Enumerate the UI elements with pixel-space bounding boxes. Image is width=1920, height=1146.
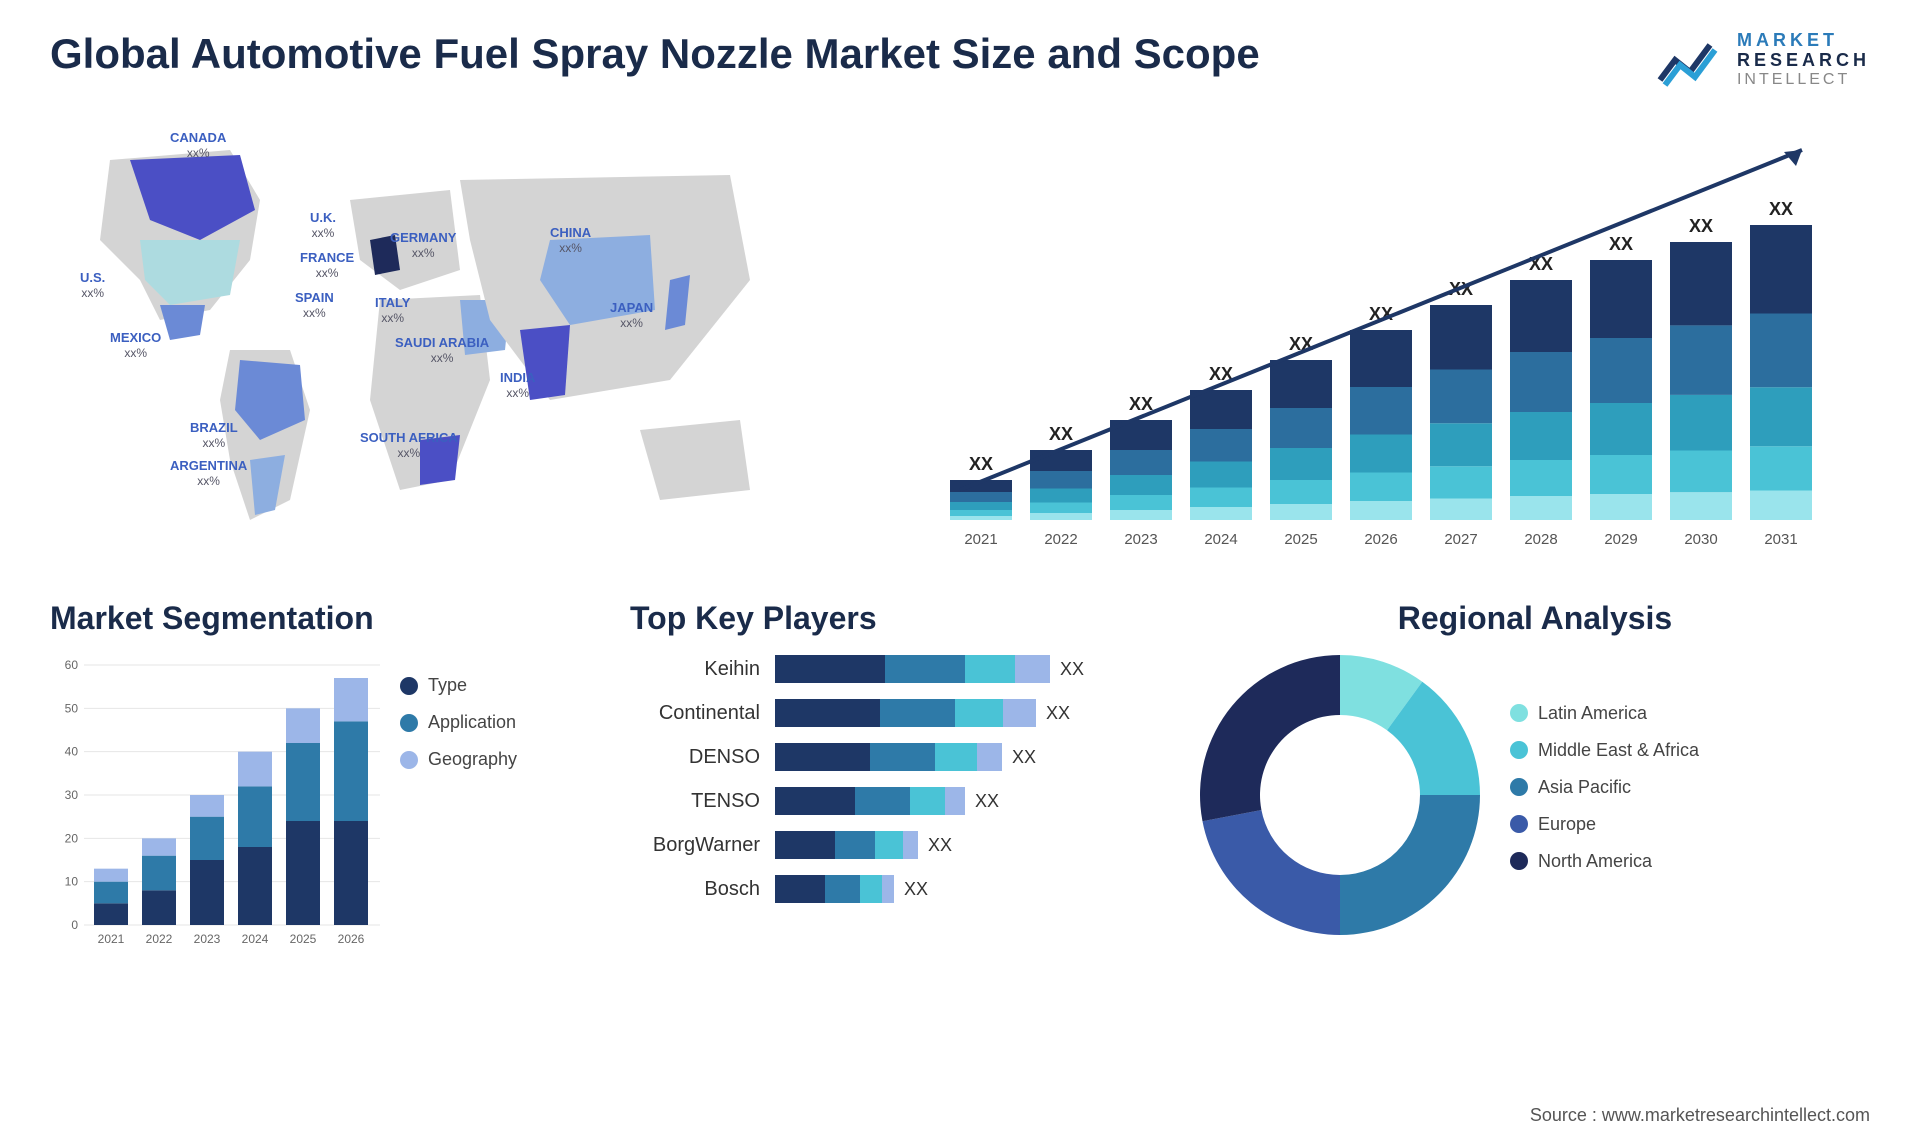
- svg-text:XX: XX: [1609, 234, 1633, 254]
- map-label-saudi-arabia: SAUDI ARABIAxx%: [395, 335, 489, 365]
- svg-text:20: 20: [65, 831, 79, 845]
- player-name: DENSO: [630, 746, 760, 769]
- region-legend-asia-pacific: Asia Pacific: [1510, 777, 1870, 798]
- player-value: XX: [928, 835, 952, 856]
- segmentation-title: Market Segmentation: [50, 600, 580, 637]
- map-label-brazil: BRAZILxx%: [190, 420, 238, 450]
- svg-text:XX: XX: [969, 454, 993, 474]
- map-label-argentina: ARGENTINAxx%: [170, 458, 247, 488]
- svg-text:2023: 2023: [194, 932, 221, 946]
- svg-text:2030: 2030: [1684, 531, 1717, 548]
- world-map: CANADAxx% U.S.xx% MEXICOxx% BRAZILxx% ARGENT…: [50, 120, 870, 560]
- svg-text:50: 50: [65, 701, 79, 715]
- svg-text:XX: XX: [1689, 216, 1713, 236]
- svg-text:2029: 2029: [1604, 531, 1637, 548]
- svg-text:0: 0: [71, 918, 78, 932]
- logo-line3: INTELLECT: [1737, 71, 1870, 89]
- map-label-spain: SPAINxx%: [295, 290, 334, 320]
- region-legend-north-america: North America: [1510, 851, 1870, 872]
- player-value: XX: [975, 791, 999, 812]
- map-label-india: INDIAxx%: [500, 370, 535, 400]
- svg-text:40: 40: [65, 745, 79, 759]
- player-row-bosch: Bosch XX: [630, 875, 1150, 903]
- player-value: XX: [904, 879, 928, 900]
- player-name: Keihin: [630, 658, 760, 681]
- logo-mark-icon: [1655, 30, 1725, 90]
- player-name: Bosch: [630, 878, 760, 901]
- svg-text:2026: 2026: [338, 932, 365, 946]
- svg-text:XX: XX: [1129, 394, 1153, 414]
- svg-text:2021: 2021: [964, 531, 997, 548]
- map-label-canada: CANADAxx%: [170, 130, 226, 160]
- map-label-japan: JAPANxx%: [610, 300, 653, 330]
- player-row-denso: DENSO XX: [630, 743, 1150, 771]
- player-row-continental: Continental XX: [630, 699, 1150, 727]
- svg-text:XX: XX: [1769, 199, 1793, 219]
- brand-logo: MARKET RESEARCH INTELLECT: [1655, 30, 1870, 90]
- svg-text:2026: 2026: [1364, 531, 1397, 548]
- player-row-borgwarner: BorgWarner XX: [630, 831, 1150, 859]
- svg-text:2027: 2027: [1444, 531, 1477, 548]
- player-name: BorgWarner: [630, 834, 760, 857]
- map-label-france: FRANCExx%: [300, 250, 354, 280]
- segmentation-legend: Type Application Geography: [400, 655, 580, 786]
- main-forecast-chart: 2021 XX 2022 XX 2023 XX 2024 XX 2025 XX 2026 XX 2027…: [930, 120, 1870, 560]
- logo-line2: RESEARCH: [1737, 51, 1870, 71]
- svg-text:2025: 2025: [290, 932, 317, 946]
- map-label-u-k-: U.K.xx%: [310, 210, 336, 240]
- logo-line1: MARKET: [1737, 31, 1870, 51]
- svg-text:2023: 2023: [1124, 531, 1157, 548]
- player-name: TENSO: [630, 790, 760, 813]
- svg-text:2025: 2025: [1284, 531, 1317, 548]
- svg-text:XX: XX: [1049, 424, 1073, 444]
- player-row-keihin: Keihin XX: [630, 655, 1150, 683]
- region-legend-middle-east-africa: Middle East & Africa: [1510, 740, 1870, 761]
- svg-text:2024: 2024: [1204, 531, 1237, 548]
- map-label-mexico: MEXICOxx%: [110, 330, 161, 360]
- regional-title: Regional Analysis: [1200, 600, 1870, 637]
- region-legend-europe: Europe: [1510, 814, 1870, 835]
- players-list: KeihinXXContinentalXXDENSOXXTENSOXXBorgW…: [630, 655, 1150, 903]
- svg-text:10: 10: [65, 875, 79, 889]
- svg-text:2022: 2022: [146, 932, 173, 946]
- segmentation-chart: 0 10 20 30 40 50 60 2021 2022 2023 2024 2025 2026: [50, 655, 380, 955]
- svg-text:2022: 2022: [1044, 531, 1077, 548]
- svg-text:2021: 2021: [98, 932, 125, 946]
- svg-text:60: 60: [65, 658, 79, 672]
- map-label-u-s-: U.S.xx%: [80, 270, 105, 300]
- player-value: XX: [1046, 703, 1070, 724]
- seg-legend-type: Type: [400, 675, 580, 696]
- region-legend-latin-america: Latin America: [1510, 703, 1870, 724]
- map-label-china: CHINAxx%: [550, 225, 591, 255]
- page-title: Global Automotive Fuel Spray Nozzle Mark…: [50, 30, 1260, 78]
- map-label-italy: ITALYxx%: [375, 295, 410, 325]
- player-name: Continental: [630, 702, 760, 725]
- map-label-germany: GERMANYxx%: [390, 230, 456, 260]
- players-title: Top Key Players: [630, 600, 1150, 637]
- svg-text:2024: 2024: [242, 932, 269, 946]
- player-value: XX: [1060, 659, 1084, 680]
- svg-text:30: 30: [65, 788, 79, 802]
- player-value: XX: [1012, 747, 1036, 768]
- regional-legend: Latin America Middle East & Africa Asia Pa…: [1510, 703, 1870, 888]
- svg-text:2031: 2031: [1764, 531, 1797, 548]
- seg-legend-geography: Geography: [400, 749, 580, 770]
- source-label: Source : www.marketresearchintellect.com: [1530, 1105, 1870, 1126]
- regional-donut: [1200, 655, 1480, 935]
- seg-legend-application: Application: [400, 712, 580, 733]
- player-row-tenso: TENSO XX: [630, 787, 1150, 815]
- svg-text:2028: 2028: [1524, 531, 1557, 548]
- map-label-south-africa: SOUTH AFRICAxx%: [360, 430, 458, 460]
